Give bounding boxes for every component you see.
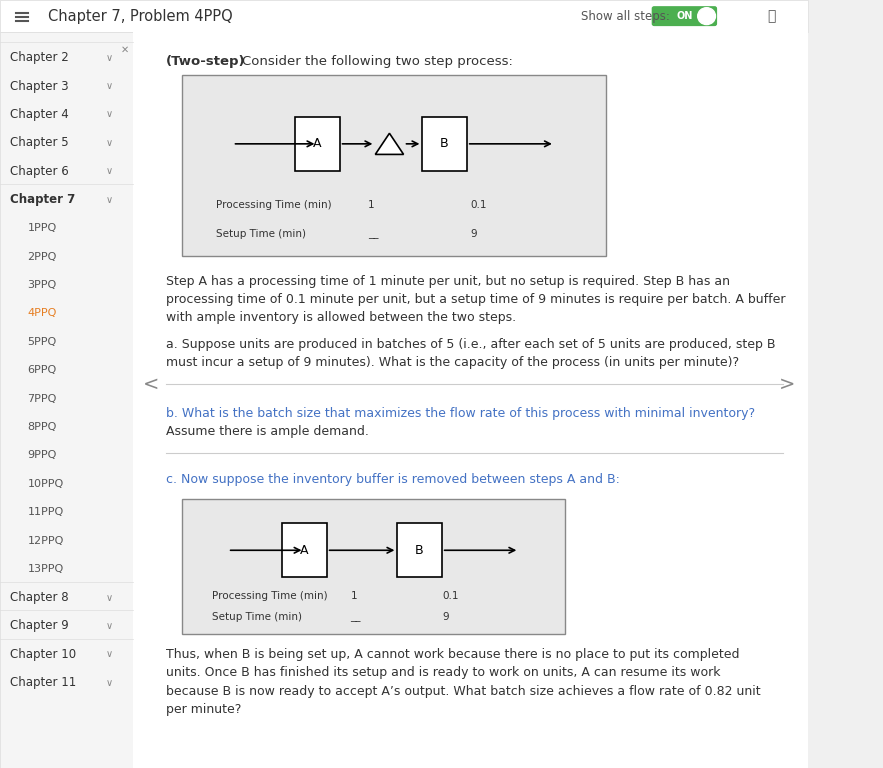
Text: units. Once B has finished its setup and is ready to work on units, A can resume: units. Once B has finished its setup and…	[165, 667, 720, 679]
Circle shape	[698, 8, 715, 25]
Text: ✕: ✕	[121, 45, 129, 55]
Text: Chapter 2: Chapter 2	[10, 51, 69, 64]
Text: Assume there is ample demand.: Assume there is ample demand.	[165, 425, 368, 438]
Text: processing time of 0.1 minute per unit, but a setup time of 9 minutes is require: processing time of 0.1 minute per unit, …	[165, 293, 785, 306]
Text: A: A	[300, 544, 309, 557]
Text: c. Now suppose the inventory buffer is removed between steps A and B:: c. Now suppose the inventory buffer is r…	[165, 473, 619, 485]
Text: <: <	[143, 375, 159, 393]
Text: 7PPQ: 7PPQ	[27, 393, 57, 404]
Text: ∨: ∨	[105, 649, 112, 660]
Text: ∨: ∨	[105, 109, 112, 120]
Text: 1: 1	[351, 591, 357, 601]
Text: __: __	[351, 612, 361, 623]
Text: ON: ON	[676, 11, 693, 22]
Text: Thus, when B is being set up, A cannot work because there is no place to put its: Thus, when B is being set up, A cannot w…	[165, 648, 739, 660]
Text: Chapter 7: Chapter 7	[10, 194, 75, 206]
Text: ∨: ∨	[105, 592, 112, 603]
Text: Show all steps:: Show all steps:	[581, 10, 670, 22]
Text: with ample inventory is allowed between the two steps.: with ample inventory is allowed between …	[165, 312, 516, 324]
Text: Consider the following two step process:: Consider the following two step process:	[242, 55, 513, 68]
Text: Chapter 9: Chapter 9	[10, 620, 69, 632]
FancyBboxPatch shape	[182, 499, 565, 634]
Text: 9: 9	[470, 229, 477, 239]
Text: 11PPQ: 11PPQ	[27, 507, 64, 518]
Text: ∨: ∨	[105, 621, 112, 631]
Text: Chapter 8: Chapter 8	[10, 591, 68, 604]
Text: Chapter 6: Chapter 6	[10, 165, 69, 177]
Text: A: A	[313, 137, 321, 151]
Text: 4PPQ: 4PPQ	[27, 308, 57, 319]
Text: 3PPQ: 3PPQ	[27, 280, 57, 290]
Text: a. Suppose units are produced in batches of 5 (i.e., after each set of 5 units a: a. Suppose units are produced in batches…	[165, 338, 775, 350]
Text: 9: 9	[442, 612, 449, 623]
Text: 12PPQ: 12PPQ	[27, 535, 64, 546]
Text: 6PPQ: 6PPQ	[27, 365, 57, 376]
Text: Chapter 3: Chapter 3	[10, 80, 68, 92]
FancyBboxPatch shape	[652, 6, 717, 26]
Text: Processing Time (min): Processing Time (min)	[213, 591, 328, 601]
Text: 0.1: 0.1	[442, 591, 459, 601]
Text: B: B	[441, 137, 449, 151]
Text: Processing Time (min): Processing Time (min)	[215, 200, 331, 210]
Text: Chapter 10: Chapter 10	[10, 648, 76, 660]
Text: 9PPQ: 9PPQ	[27, 450, 57, 461]
Text: ∨: ∨	[105, 677, 112, 688]
FancyBboxPatch shape	[0, 32, 133, 768]
Text: because B is now ready to accept A’s output. What batch size achieves a flow rat: because B is now ready to accept A’s out…	[165, 685, 760, 697]
Text: 2PPQ: 2PPQ	[27, 251, 57, 262]
FancyBboxPatch shape	[133, 32, 808, 768]
Polygon shape	[375, 134, 404, 154]
Text: Step A has a processing time of 1 minute per unit, but no setup is required. Ste: Step A has a processing time of 1 minute…	[165, 275, 729, 287]
Text: B: B	[415, 544, 424, 557]
Text: ∨: ∨	[105, 52, 112, 63]
Text: 0.1: 0.1	[470, 200, 487, 210]
Text: Setup Time (min): Setup Time (min)	[213, 612, 302, 623]
Text: ⛶: ⛶	[767, 9, 775, 23]
Text: ∨: ∨	[105, 194, 112, 205]
Text: b. What is the batch size that maximizes the flow rate of this process with mini: b. What is the batch size that maximizes…	[165, 407, 755, 419]
Text: Chapter 5: Chapter 5	[10, 137, 68, 149]
Text: __: __	[368, 229, 379, 239]
FancyBboxPatch shape	[182, 75, 606, 256]
Text: must incur a setup of 9 minutes). What is the capacity of the process (in units : must incur a setup of 9 minutes). What i…	[165, 356, 739, 369]
FancyBboxPatch shape	[397, 524, 442, 578]
Text: 1PPQ: 1PPQ	[27, 223, 57, 233]
Text: >: >	[779, 375, 796, 393]
FancyBboxPatch shape	[283, 524, 327, 578]
Text: 1: 1	[368, 200, 375, 210]
Text: 8PPQ: 8PPQ	[27, 422, 57, 432]
Text: Setup Time (min): Setup Time (min)	[215, 229, 306, 239]
Text: (Two-step): (Two-step)	[165, 55, 245, 68]
FancyBboxPatch shape	[422, 117, 467, 170]
FancyBboxPatch shape	[295, 117, 340, 170]
Text: Chapter 7, Problem 4PPQ: Chapter 7, Problem 4PPQ	[49, 8, 233, 24]
Text: Chapter 11: Chapter 11	[10, 677, 76, 689]
Text: per minute?: per minute?	[165, 703, 241, 716]
Text: Chapter 4: Chapter 4	[10, 108, 69, 121]
Text: ∨: ∨	[105, 137, 112, 148]
Text: 5PPQ: 5PPQ	[27, 336, 57, 347]
Text: ∨: ∨	[105, 81, 112, 91]
FancyBboxPatch shape	[0, 0, 808, 32]
Text: ∨: ∨	[105, 166, 112, 177]
Text: 13PPQ: 13PPQ	[27, 564, 64, 574]
Text: 10PPQ: 10PPQ	[27, 478, 64, 489]
